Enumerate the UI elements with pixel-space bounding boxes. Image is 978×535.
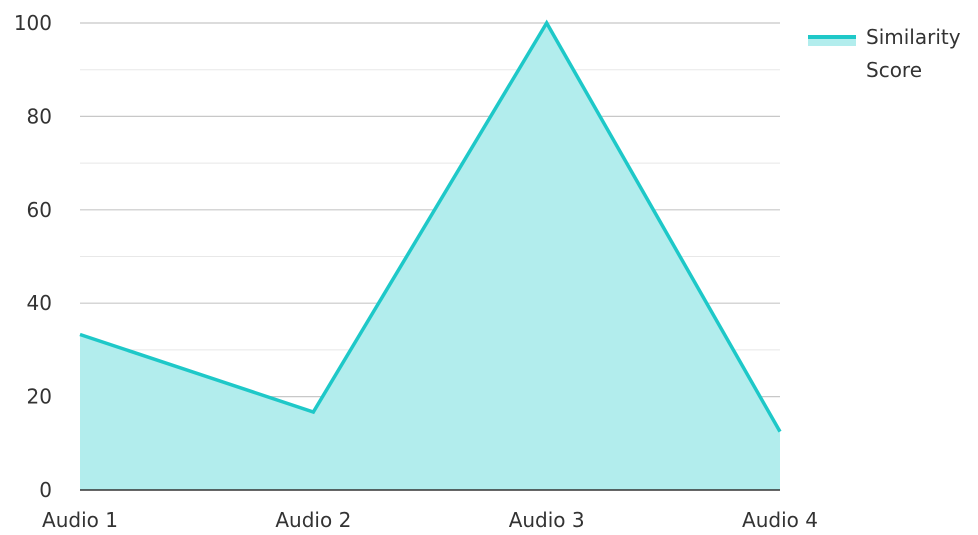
legend-label-line2: Score [866,58,922,82]
x-tick-labels: Audio 1 Audio 2 Audio 3 Audio 4 [42,508,818,531]
x-tick-label: Audio 4 [742,508,818,531]
x-tick-label: Audio 3 [509,508,585,531]
y-tick-label: 80 [27,104,52,128]
legend-swatch-fill [808,39,856,46]
legend: Similarity Score [808,25,961,82]
y-tick-label: 100 [14,11,52,35]
y-tick-label: 0 [39,478,52,502]
y-tick-label: 40 [27,291,52,315]
y-tick-label: 20 [27,385,52,409]
y-tick-labels: 0 20 40 60 80 100 [14,11,52,502]
y-tick-label: 60 [27,198,52,222]
x-tick-label: Audio 2 [275,508,351,531]
legend-label-line1: Similarity [866,25,961,49]
x-tick-label: Audio 1 [42,508,118,531]
